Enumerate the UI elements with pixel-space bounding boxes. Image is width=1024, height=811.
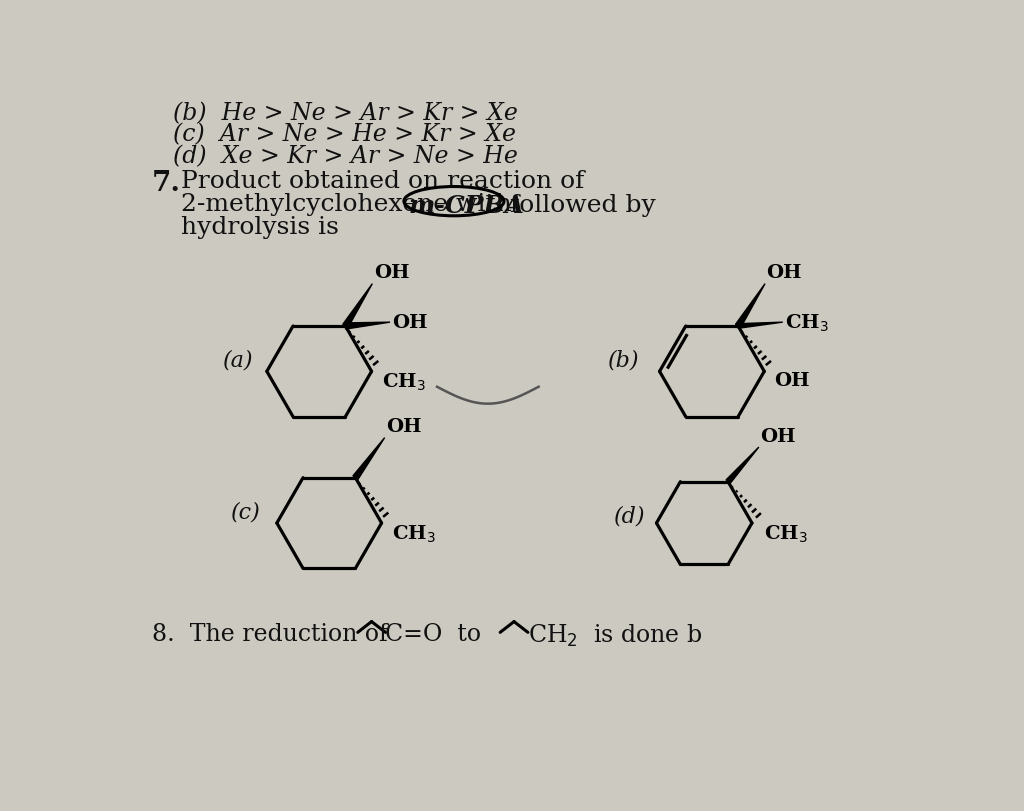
Polygon shape [726, 448, 759, 484]
Text: C=O  to: C=O to [385, 622, 481, 645]
Text: 7.: 7. [153, 169, 181, 196]
Text: (d)  Xe > Kr > Ar > Ne > He: (d) Xe > Kr > Ar > Ne > He [173, 145, 518, 168]
Text: CH$_3$: CH$_3$ [391, 523, 435, 544]
Text: CH$_2$  is done b: CH$_2$ is done b [528, 622, 702, 648]
Text: followed by: followed by [510, 194, 656, 217]
Text: hydrolysis is: hydrolysis is [180, 216, 339, 238]
Text: CH$_3$: CH$_3$ [382, 371, 425, 393]
Text: OH: OH [774, 371, 810, 389]
Text: m-CPBA: m-CPBA [409, 194, 524, 218]
Text: (d): (d) [614, 504, 645, 526]
Text: (b)  He > Ne > Ar > Kr > Xe: (b) He > Ne > Ar > Kr > Xe [173, 102, 518, 125]
Text: OH: OH [761, 427, 796, 445]
Text: 8.  The reduction of: 8. The reduction of [153, 622, 388, 645]
Text: (c): (c) [230, 501, 260, 523]
Polygon shape [735, 285, 765, 328]
Text: CH$_3$: CH$_3$ [764, 523, 808, 544]
Text: Product obtained on reaction of: Product obtained on reaction of [180, 169, 584, 192]
Polygon shape [738, 323, 782, 329]
Text: OH: OH [374, 264, 410, 282]
Polygon shape [353, 438, 385, 480]
Text: 2-methylcyclohexene with: 2-methylcyclohexene with [180, 193, 511, 216]
Text: (c)  Ar > Ne > He > Kr > Xe: (c) Ar > Ne > He > Kr > Xe [173, 123, 516, 147]
Polygon shape [343, 285, 373, 328]
Text: (a): (a) [223, 350, 254, 371]
Text: OH: OH [767, 264, 802, 282]
Polygon shape [345, 323, 390, 329]
Text: OH: OH [392, 314, 428, 332]
Text: CH$_3$: CH$_3$ [785, 312, 828, 333]
Text: (b): (b) [608, 350, 639, 371]
Text: OH: OH [386, 418, 422, 436]
